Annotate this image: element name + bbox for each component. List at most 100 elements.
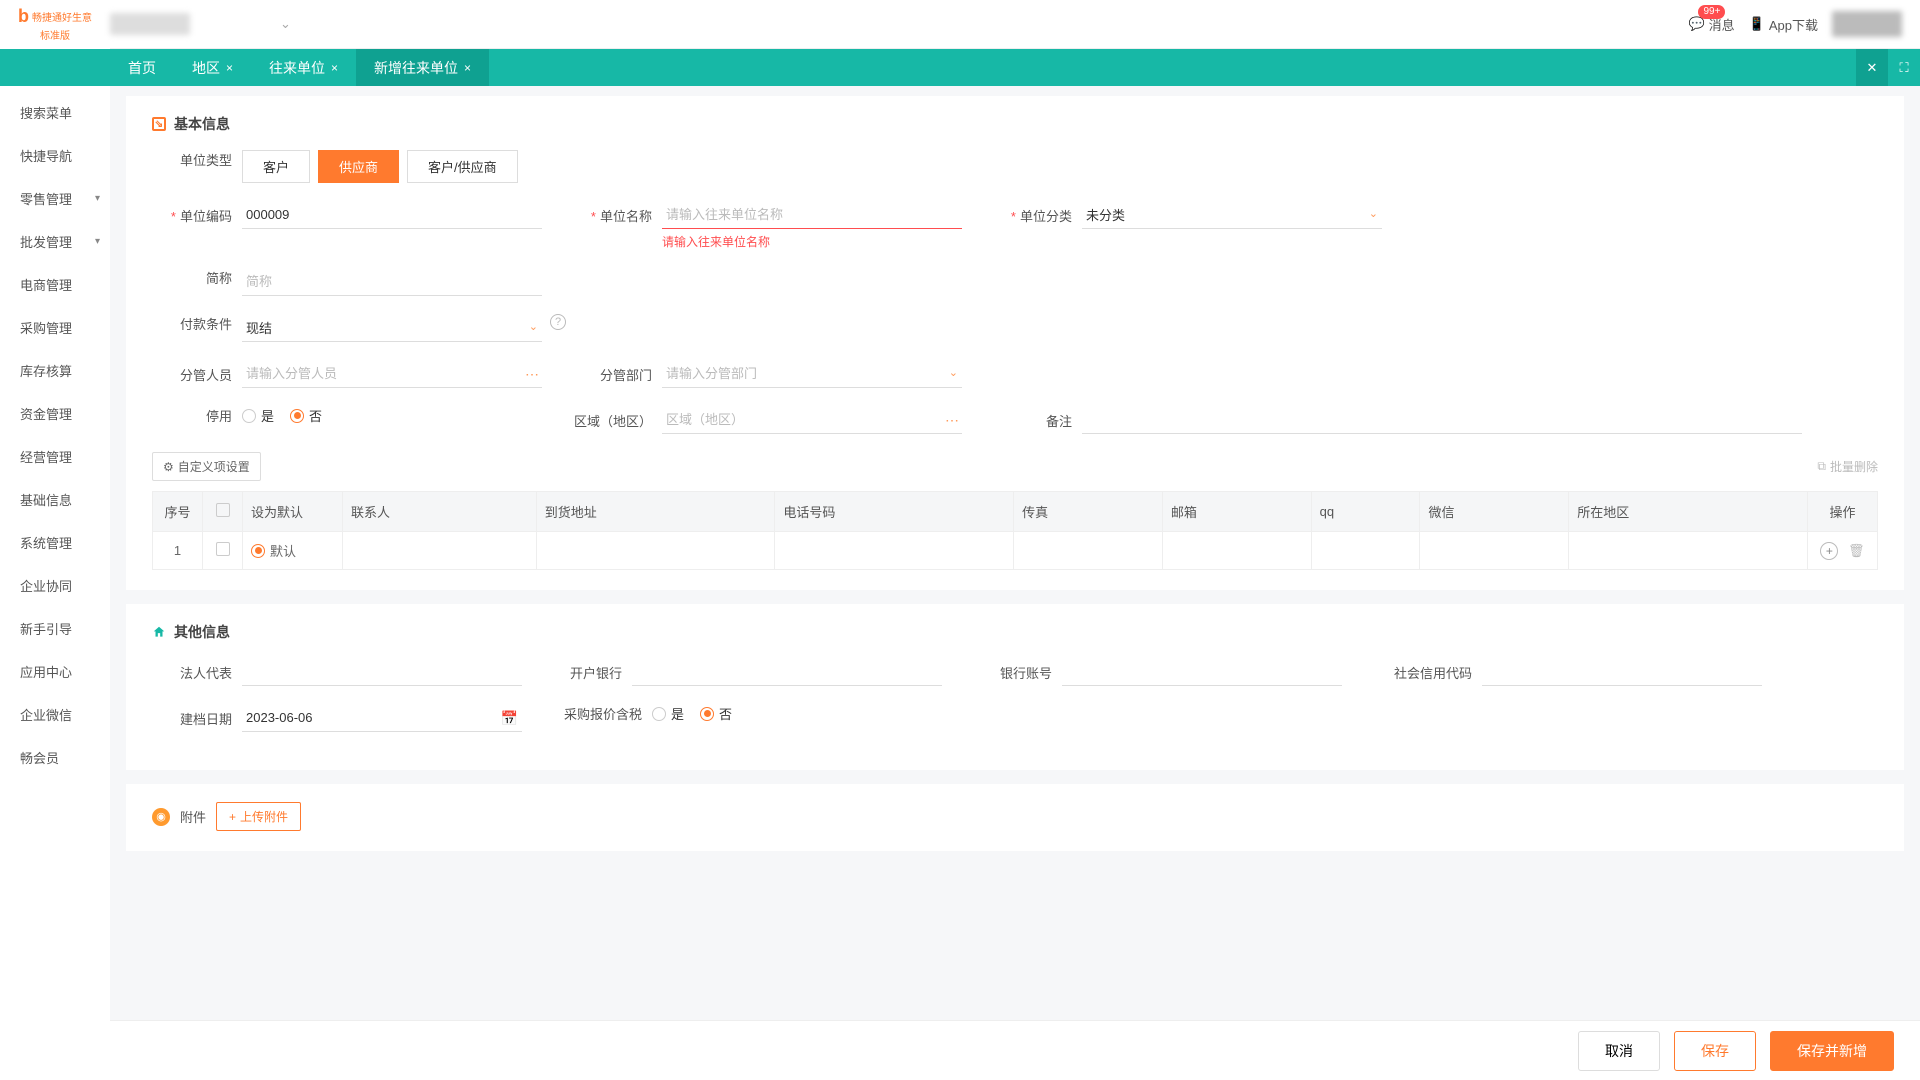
bank-input[interactable] (632, 658, 942, 686)
label-legal: 法人代表 (152, 663, 232, 682)
brand-logo: b 畅捷通好生意 标准版 (0, 0, 110, 49)
sidebar-item-8[interactable]: 经营管理 (0, 435, 110, 478)
tab-region[interactable]: 地区× (174, 49, 251, 86)
label-stop: 停用 (152, 406, 232, 425)
label-unit-name: 单位名称 (572, 206, 652, 225)
close-icon[interactable]: × (226, 61, 233, 75)
messages-button[interactable]: 💬 99+ 消息 (1688, 15, 1734, 34)
cancel-button[interactable]: 取消 (1578, 1031, 1660, 1071)
cell-address[interactable] (536, 532, 775, 570)
label-account: 银行账号 (972, 663, 1052, 682)
home-icon (152, 625, 166, 639)
tab-new-contact[interactable]: 新增往来单位× (356, 49, 489, 86)
col-header-5: 电话号码 (775, 492, 1014, 532)
cell-fax[interactable] (1014, 532, 1163, 570)
label-create-date: 建档日期 (152, 709, 232, 728)
close-all-tabs[interactable]: ✕ (1856, 49, 1888, 86)
cell-contact[interactable] (343, 532, 537, 570)
label-remark: 备注 (992, 411, 1072, 430)
tax-no-radio[interactable]: 否 (700, 704, 732, 723)
delete-row-button[interactable]: 🗑 (1848, 543, 1865, 558)
sidebar-item-0[interactable]: 搜索菜单 (0, 91, 110, 134)
sidebar-item-12[interactable]: 新手引导 (0, 607, 110, 650)
row-checkbox[interactable] (216, 542, 230, 556)
save-and-new-button[interactable]: 保存并新增 (1770, 1031, 1894, 1071)
region-input[interactable] (662, 406, 962, 434)
org-selector[interactable]: ⌄ (110, 4, 340, 44)
sidebar-item-4[interactable]: 电商管理 (0, 263, 110, 306)
help-icon[interactable]: ? (550, 314, 566, 330)
chevron-down-icon: ▾ (95, 193, 100, 204)
sidebar-item-7[interactable]: 资金管理 (0, 392, 110, 435)
cell-qq[interactable] (1311, 532, 1420, 570)
attachment-icon: ◉ (152, 808, 170, 826)
contact-table: 序号设为默认联系人到货地址电话号码传真邮箱qq微信所在地区操作 1 默认 (152, 491, 1878, 570)
cell-wechat[interactable] (1420, 532, 1569, 570)
label-bank: 开户银行 (542, 663, 622, 682)
tab-home[interactable]: 首页 (110, 49, 174, 86)
account-input[interactable] (1062, 658, 1342, 686)
cell-phone[interactable] (775, 532, 1014, 570)
col-header-11: 操作 (1808, 492, 1878, 532)
legal-input[interactable] (242, 658, 522, 686)
tab-contacts[interactable]: 往来单位× (251, 49, 356, 86)
header-checkbox[interactable] (216, 503, 230, 517)
create-date-input[interactable] (242, 704, 522, 732)
type-customer-button[interactable]: 客户 (242, 150, 310, 183)
gear-icon: ⚙ (163, 460, 174, 474)
sidebar-item-6[interactable]: 库存核算 (0, 349, 110, 392)
label-short-name: 简称 (152, 268, 232, 287)
sidebar-item-10[interactable]: 系统管理 (0, 521, 110, 564)
tax-yes-radio[interactable]: 是 (652, 704, 684, 723)
col-header-4: 到货地址 (536, 492, 775, 532)
unit-name-error: 请输入往来单位名称 (662, 233, 770, 250)
stop-no-radio[interactable]: 否 (290, 406, 322, 425)
close-icon[interactable]: × (464, 61, 471, 75)
footer-bar: 取消 保存 保存并新增 (110, 1020, 1920, 1080)
sidebar-item-13[interactable]: 应用中心 (0, 650, 110, 693)
assigned-dept-select[interactable] (662, 360, 962, 388)
label-credit-code: 社会信用代码 (1372, 663, 1472, 682)
credit-code-input[interactable] (1482, 658, 1762, 686)
upload-attachment-button[interactable]: + 上传附件 (216, 802, 301, 831)
chevron-down-icon: ▾ (95, 236, 100, 247)
sidebar-item-15[interactable]: 畅会员 (0, 736, 110, 779)
bulk-delete-button[interactable]: ⧉ 批量删除 (1817, 458, 1878, 475)
unit-code-input[interactable] (242, 201, 542, 229)
label-unit-category: 单位分类 (992, 206, 1072, 225)
sidebar-item-14[interactable]: 企业微信 (0, 693, 110, 736)
cell-email[interactable] (1162, 532, 1311, 570)
app-download-button[interactable]: 📱 App下载 (1749, 15, 1818, 34)
sidebar-item-3[interactable]: 批发管理▾ (0, 220, 110, 263)
attachment-panel: ◉ 附件 + 上传附件 (126, 784, 1904, 851)
sidebar-item-11[interactable]: 企业协同 (0, 564, 110, 607)
unit-name-input[interactable] (662, 201, 962, 229)
section-title-other: 其他信息 (174, 622, 230, 642)
unit-category-select[interactable] (1082, 201, 1382, 229)
sidebar-item-5[interactable]: 采购管理 (0, 306, 110, 349)
user-avatar[interactable] (1832, 11, 1902, 37)
set-default-radio[interactable]: 默认 (251, 541, 296, 560)
save-button[interactable]: 保存 (1674, 1031, 1756, 1071)
add-row-button[interactable]: + (1820, 542, 1838, 560)
assigned-person-input[interactable] (242, 360, 542, 388)
app-download-label: App下载 (1769, 15, 1818, 34)
remark-input[interactable] (1082, 406, 1802, 434)
sidebar-item-2[interactable]: 零售管理▾ (0, 177, 110, 220)
sidebar-item-9[interactable]: 基础信息 (0, 478, 110, 521)
custom-fields-button[interactable]: ⚙ 自定义项设置 (152, 452, 261, 481)
fullscreen-icon[interactable]: ⛶ (1888, 49, 1920, 86)
label-payment: 付款条件 (152, 314, 232, 333)
payment-select[interactable] (242, 314, 542, 342)
cell-region[interactable] (1569, 532, 1808, 570)
stop-yes-radio[interactable]: 是 (242, 406, 274, 425)
close-icon[interactable]: × (331, 61, 338, 75)
label-tax: 采购报价含税 (542, 704, 642, 723)
type-both-button[interactable]: 客户/供应商 (407, 150, 518, 183)
sidebar: 搜索菜单快捷导航零售管理▾批发管理▾电商管理采购管理库存核算资金管理经营管理基础… (0, 86, 110, 1080)
plus-icon: + (229, 810, 236, 824)
sidebar-item-1[interactable]: 快捷导航 (0, 134, 110, 177)
brand-name: 畅捷通好生意 (32, 9, 92, 24)
short-name-input[interactable] (242, 268, 542, 296)
type-supplier-button[interactable]: 供应商 (318, 150, 399, 183)
